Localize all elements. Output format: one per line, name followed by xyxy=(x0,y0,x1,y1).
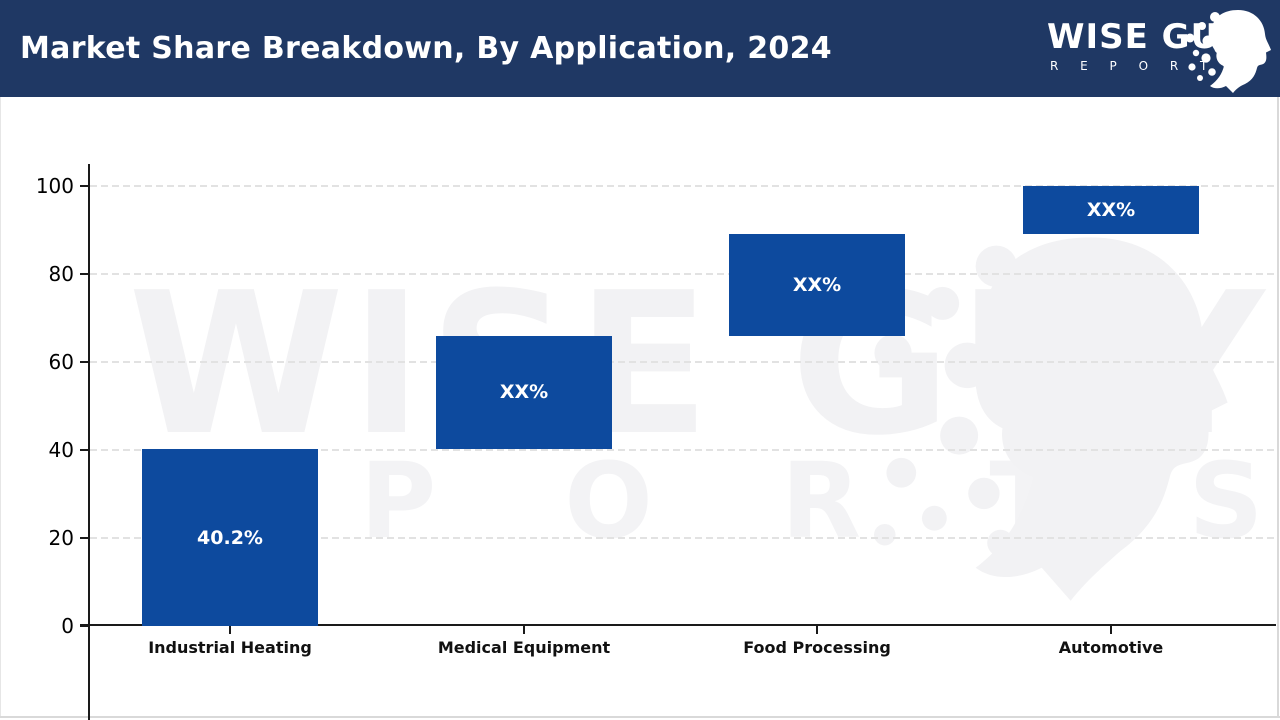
y-tick-mark-60 xyxy=(80,361,89,363)
y-tick-mark-0 xyxy=(80,625,89,627)
right-border-rule xyxy=(1277,97,1279,718)
y-tick-label-80: 80 xyxy=(48,262,74,286)
page-title: Market Share Breakdown, By Application, … xyxy=(20,31,832,66)
x-tick-mark-automotive xyxy=(1110,626,1112,634)
bar-value-label-food-processing: XX% xyxy=(792,273,842,296)
y-axis-line xyxy=(88,164,90,720)
x-tick-mark-medical-equipment xyxy=(523,626,525,634)
gridline-60 xyxy=(90,361,1276,363)
watermark-dotted-head-icon xyxy=(874,237,1228,601)
bar-value-label-industrial-heating: 40.2% xyxy=(197,526,263,549)
x-category-label-medical-equipment: Medical Equipment xyxy=(437,638,611,657)
bar-medical-equipment: XX% xyxy=(436,335,612,450)
left-border-rule xyxy=(0,97,1,718)
y-tick-label-100: 100 xyxy=(35,174,74,198)
y-tick-mark-40 xyxy=(80,449,89,451)
bar-industrial-heating: 40.2% xyxy=(142,449,318,626)
x-tick-mark-industrial-heating xyxy=(229,626,231,634)
y-tick-label-60: 60 xyxy=(48,350,74,374)
y-tick-mark-20 xyxy=(80,537,89,539)
header-bar: Market Share Breakdown, By Application, … xyxy=(0,0,1280,97)
brand-logo: WISE GUY R E P O R T S xyxy=(1018,4,1271,94)
gridline-20 xyxy=(90,537,1276,539)
bar-value-label-automotive: XX% xyxy=(1086,199,1136,222)
gridline-40 xyxy=(90,449,1276,451)
x-axis-line xyxy=(80,624,1276,626)
x-tick-mark-food-processing xyxy=(816,626,818,634)
bottom-border-rule xyxy=(0,716,1280,718)
gridline-80 xyxy=(90,273,1276,275)
x-category-label-automotive: Automotive xyxy=(1058,638,1164,657)
y-tick-label-0: 0 xyxy=(61,614,74,638)
bar-food-processing: XX% xyxy=(729,234,905,336)
y-tick-mark-80 xyxy=(80,273,89,275)
chart-area: WISE GUY P O R T S 0 20 40 60 80 100 40.2% Indu… xyxy=(0,97,1280,720)
x-category-label-food-processing: Food Processing xyxy=(743,638,891,657)
bar-value-label-medical-equipment: XX% xyxy=(499,381,549,404)
dotted-head-profile-icon xyxy=(1185,10,1271,93)
gridline-100 xyxy=(90,185,1276,187)
bar-automotive: XX% xyxy=(1023,186,1199,235)
y-tick-label-20: 20 xyxy=(48,526,74,550)
y-tick-label-40: 40 xyxy=(48,438,74,462)
x-category-label-industrial-heating: Industrial Heating xyxy=(148,638,312,657)
y-tick-mark-100 xyxy=(80,185,89,187)
